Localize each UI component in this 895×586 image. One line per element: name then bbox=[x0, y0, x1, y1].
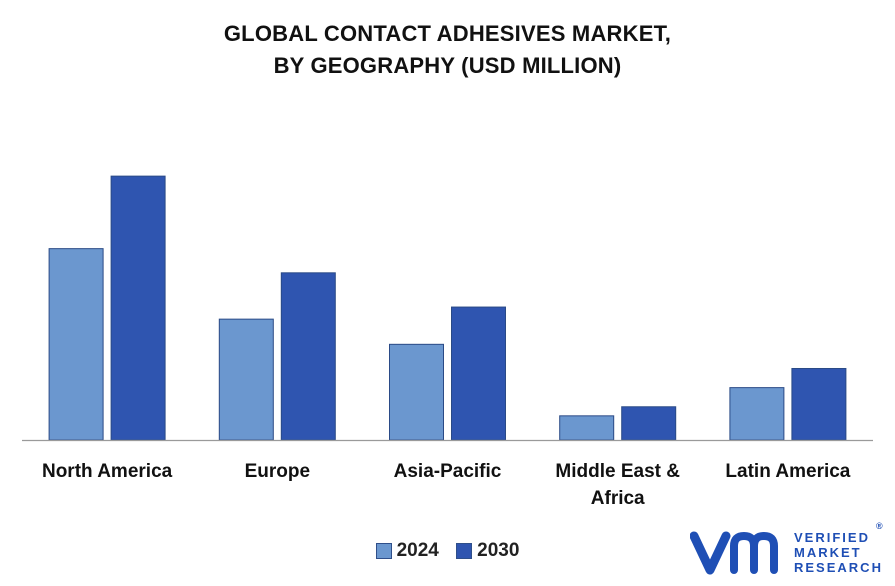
x-tick-label-latin-america: Latin America bbox=[725, 461, 850, 482]
bar-latin-america-2024 bbox=[729, 387, 785, 441]
chart-title-line-1: GLOBAL CONTACT ADHESIVES MARKET, bbox=[223, 21, 672, 46]
legend-swatch-2030 bbox=[456, 543, 473, 559]
brand-line-2: MARKET bbox=[794, 545, 862, 560]
brand-logo: VERIFIED MARKET RESEARCH ® bbox=[690, 520, 890, 580]
x-tick-label-asia-pacific: Asia-Pacific bbox=[394, 461, 502, 482]
bar-europe-2024 bbox=[218, 318, 274, 441]
chart-legend: 2024 2030 bbox=[0, 540, 895, 565]
chart-title-line-2: BY GEOGRAPHY (USD MILLION) bbox=[273, 53, 622, 78]
legend-label-2030: 2030 bbox=[477, 540, 520, 561]
x-tick-label-middle-east-africa: Middle East & Africa bbox=[555, 461, 680, 509]
bar-north-america-2024 bbox=[48, 248, 104, 441]
legend-label-2024: 2024 bbox=[396, 540, 439, 561]
brand-line-1: VERIFIED bbox=[794, 530, 870, 545]
bar-middle-east-africa-2030 bbox=[621, 406, 677, 441]
x-tick-label-north-america: North America bbox=[42, 461, 173, 482]
bar-latin-america-2030 bbox=[791, 367, 847, 441]
legend-item-2024: 2024 bbox=[375, 540, 439, 562]
vmr-logo-icon bbox=[690, 531, 778, 575]
bar-north-america-2030 bbox=[110, 175, 166, 441]
bar-asia-pacific-2030 bbox=[451, 306, 506, 441]
chart-title: GLOBAL CONTACT ADHESIVES MARKET, BY GEOG… bbox=[0, 18, 895, 82]
legend-swatch-2024 bbox=[375, 543, 392, 559]
x-tick-label-europe: Europe bbox=[245, 461, 310, 482]
brand-name: VERIFIED MARKET RESEARCH bbox=[794, 530, 883, 575]
brand-line-3: RESEARCH bbox=[794, 560, 883, 575]
bar-middle-east-africa-2024 bbox=[559, 415, 615, 441]
bar-europe-2030 bbox=[280, 272, 336, 441]
legend-item-2030: 2030 bbox=[456, 540, 519, 562]
registered-mark: ® bbox=[876, 521, 883, 531]
bar-asia-pacific-2024 bbox=[389, 343, 444, 441]
